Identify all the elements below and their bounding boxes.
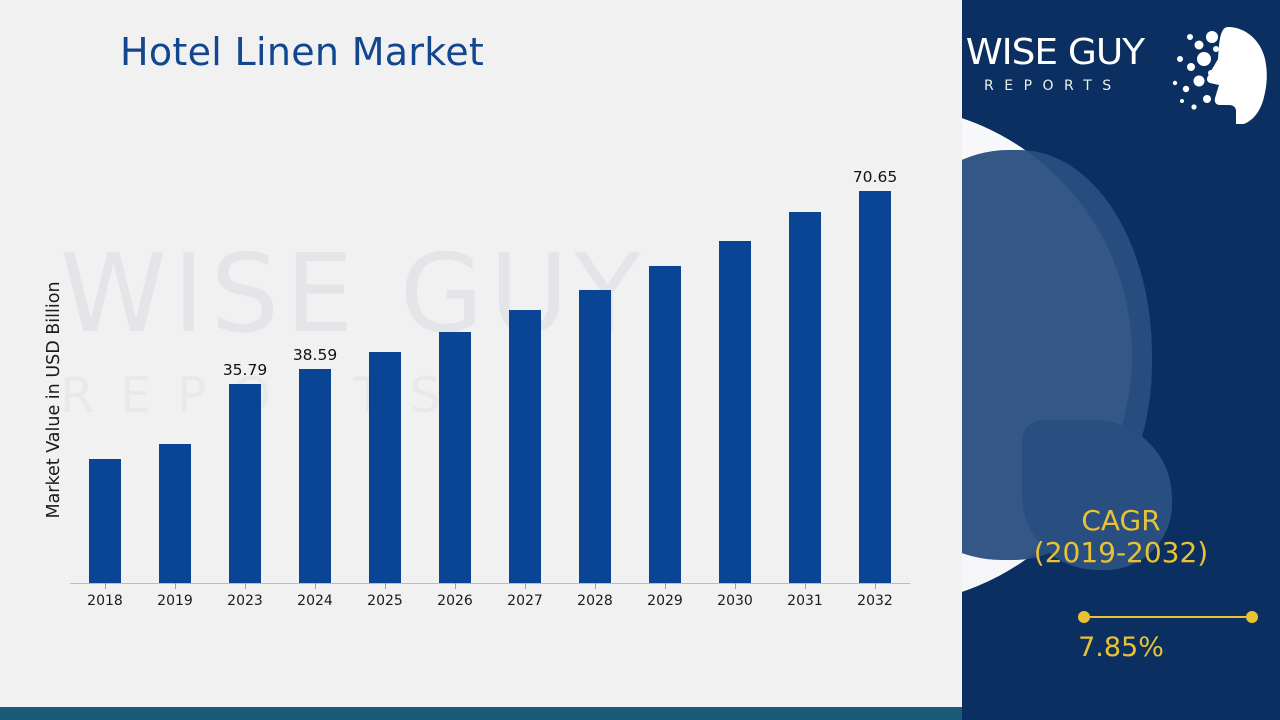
- x-axis-tick: [875, 583, 876, 589]
- bar: [859, 190, 891, 583]
- x-axis-category-label: 2027: [507, 593, 543, 609]
- bar-group: [89, 459, 121, 583]
- x-axis-category-label: 2026: [437, 593, 473, 609]
- x-axis-category-label: 2031: [787, 593, 823, 609]
- bar-group: [649, 266, 681, 583]
- bar-group: [509, 310, 541, 583]
- bar-group: 35.79: [223, 361, 267, 583]
- bar-group: 38.59: [293, 346, 337, 583]
- bar-group: 70.65: [853, 168, 897, 583]
- x-axis-category-label: 2032: [857, 593, 893, 609]
- logo-subword: REPORTS: [984, 78, 1122, 94]
- brand-logo: WISE GUY REPORTS: [966, 26, 1270, 124]
- divider-line: [1084, 616, 1252, 618]
- x-axis-category-label: 2030: [717, 593, 753, 609]
- logo-wordmark: WISE GUY: [965, 32, 1145, 73]
- x-axis-category-label: 2019: [157, 593, 193, 609]
- face-profile-icon: [1172, 27, 1267, 124]
- cagr-divider: [1078, 611, 1258, 623]
- x-axis-tick: [595, 583, 596, 589]
- bar: [649, 266, 681, 583]
- bar-value-label: 38.59: [292, 345, 338, 364]
- bar: [369, 352, 401, 583]
- bar-group: [579, 290, 611, 583]
- bar: [509, 310, 541, 583]
- x-axis-category-label: 2024: [297, 593, 333, 609]
- x-axis-tick: [455, 583, 456, 589]
- x-axis-tick: [805, 583, 806, 589]
- x-axis-category-label: 2018: [87, 593, 123, 609]
- bar: [89, 459, 121, 583]
- bar: [439, 332, 471, 583]
- x-axis-tick: [385, 583, 386, 589]
- x-axis-tick: [245, 583, 246, 589]
- cagr-title: CAGR: [1081, 504, 1161, 537]
- bar: [229, 384, 261, 583]
- x-axis-tick: [665, 583, 666, 589]
- brand-panel: WISE GUY REPORTS CAGR (2019-2032): [962, 0, 1280, 720]
- x-axis-category-label: 2029: [647, 593, 683, 609]
- divider-knob-right: [1246, 611, 1258, 623]
- x-axis-tick: [175, 583, 176, 589]
- x-axis-tick: [315, 583, 316, 589]
- chart-panel: WISE GUY REPORTS Hotel Linen Market Mark…: [44, 30, 910, 609]
- bar: [299, 368, 331, 583]
- cagr-value: 7.85%: [1078, 632, 1164, 663]
- head-chin-shape: [1022, 420, 1172, 570]
- x-axis-tick: [525, 583, 526, 589]
- bar-value-label: 70.65: [852, 167, 898, 186]
- x-axis-category-label: 2025: [367, 593, 403, 609]
- y-axis-title: Market Value in USD Billion: [44, 281, 64, 519]
- x-axis-tick: [735, 583, 736, 589]
- page-title: Hotel Linen Market: [120, 30, 485, 74]
- bar: [579, 290, 611, 583]
- bar-plot-area: 35.79 38.59 70.65: [70, 150, 910, 583]
- bar-group: [789, 211, 821, 583]
- bar: [789, 211, 821, 583]
- bar: [159, 443, 191, 583]
- bar: [719, 240, 751, 583]
- cagr-block: CAGR (2019-2032) 7.85%: [962, 504, 1280, 663]
- x-axis-category-label: 2028: [577, 593, 613, 609]
- bar-group: [719, 240, 751, 583]
- bottom-accent-strip: [0, 707, 962, 720]
- x-axis-baseline: [70, 583, 910, 584]
- x-axis-category-label: 2023: [227, 593, 263, 609]
- bar-group: [369, 352, 401, 583]
- bar-group: [439, 332, 471, 583]
- x-axis-tick: [105, 583, 106, 589]
- bar-group: [159, 443, 191, 583]
- bar-value-label: 35.79: [222, 361, 268, 380]
- cagr-range: (2019-2032): [1033, 535, 1209, 569]
